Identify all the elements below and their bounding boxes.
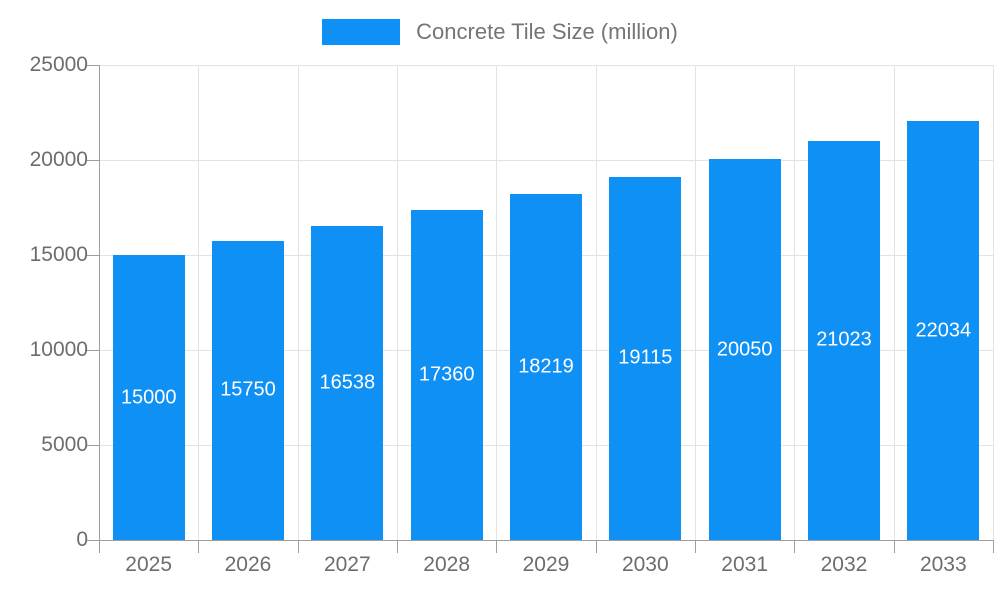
x-tick-label: 2025 — [125, 553, 173, 576]
bar: 22034 — [907, 121, 980, 540]
v-gridline — [695, 65, 696, 540]
bar-value-label: 18219 — [518, 355, 574, 378]
bar: 20050 — [708, 159, 781, 540]
x-tick-label: 2033 — [919, 553, 967, 576]
v-gridline — [893, 65, 895, 540]
plot-area: 15000 15750 16538 17360 18219 19115 20050 21023… — [99, 65, 994, 540]
y-tick-mark — [87, 445, 99, 446]
x-tick-label: 2031 — [721, 553, 769, 576]
y-tick-label: 15000 — [29, 243, 88, 266]
x-tick-mark — [794, 540, 796, 553]
y-tick-mark — [87, 350, 99, 351]
x-tick-mark — [198, 540, 200, 553]
v-gridline — [794, 65, 796, 540]
bar-value-label: 20050 — [716, 338, 773, 361]
x-tick-mark — [595, 540, 597, 553]
v-gridline — [297, 65, 299, 540]
y-tick-mark — [87, 65, 99, 66]
h-gridline — [99, 65, 993, 66]
x-tick-mark — [695, 540, 696, 553]
bar-value-label: 15000 — [120, 386, 177, 408]
bar: 15750 — [212, 240, 284, 540]
bar: 19115 — [609, 176, 682, 540]
x-tick-label: 2026 — [224, 553, 272, 576]
y-tick-label: 20000 — [29, 148, 88, 171]
x-tick-label: 2027 — [323, 553, 371, 576]
v-gridline — [397, 65, 398, 540]
y-axis-line — [99, 65, 100, 553]
h-gridline — [99, 160, 993, 161]
y-tick-mark — [87, 540, 99, 541]
x-axis-line — [99, 540, 993, 541]
x-tick-mark — [297, 540, 299, 553]
x-tick-mark — [993, 540, 994, 553]
bar-value-label: 22034 — [915, 319, 972, 342]
bar-value-label: 15750 — [220, 378, 276, 401]
bar-value-label: 17360 — [418, 363, 475, 386]
v-gridline — [993, 65, 994, 540]
x-tick-mark — [893, 540, 895, 553]
legend: Concrete Tile Size (million) — [0, 16, 1000, 48]
bar: 21023 — [808, 140, 880, 540]
legend-label: Concrete Tile Size (million) — [416, 19, 678, 44]
bar: 17360 — [410, 210, 483, 540]
bar-value-label: 16538 — [319, 371, 376, 394]
x-tick-label: 2029 — [522, 553, 570, 576]
y-tick-label: 10000 — [29, 338, 88, 361]
bar-value-label: 21023 — [816, 328, 872, 351]
bar: 16538 — [311, 225, 384, 540]
legend-swatch — [322, 19, 401, 45]
v-gridline — [595, 65, 597, 540]
bar: 18219 — [510, 193, 582, 540]
y-tick-label: 25000 — [29, 53, 88, 76]
x-tick-label: 2032 — [820, 553, 868, 576]
x-tick-label: 2030 — [621, 553, 669, 576]
y-tick-label: 0 — [76, 528, 88, 551]
x-tick-label: 2028 — [423, 553, 471, 576]
x-tick-mark — [496, 540, 498, 553]
x-tick-mark — [397, 540, 398, 553]
bar: 15000 — [112, 255, 185, 540]
x-tick-mark — [99, 540, 100, 553]
bar-value-label: 19115 — [618, 346, 673, 369]
v-gridline — [496, 65, 498, 540]
y-tick-mark — [87, 255, 99, 256]
y-tick-mark — [87, 160, 99, 161]
v-gridline — [198, 65, 200, 540]
y-tick-label: 5000 — [41, 433, 88, 456]
